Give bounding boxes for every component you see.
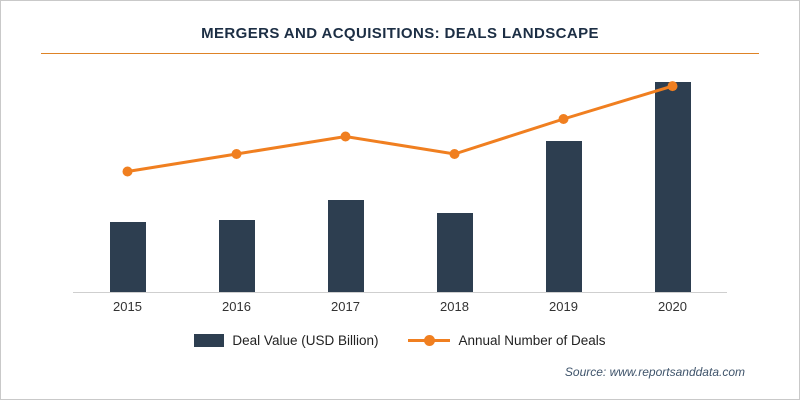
- deal-value-bar-2020: [654, 81, 691, 292]
- deal-value-bar-2016: [218, 219, 255, 292]
- deal-value-bar-2018: [436, 213, 473, 292]
- x-tick-label-2017: 2017: [331, 299, 360, 314]
- legend-item-deal-value: Deal Value (USD Billion): [194, 333, 378, 348]
- x-axis-labels: 2015 2016 2017 2018 2019 2020: [73, 299, 727, 314]
- x-tick-label-2015: 2015: [113, 299, 142, 314]
- bar-series: [73, 73, 727, 292]
- bar-column-2015: [73, 73, 182, 292]
- x-tick-label-2020: 2020: [658, 299, 687, 314]
- deal-value-bar-2015: [109, 221, 146, 292]
- bar-column-2017: [291, 73, 400, 292]
- chart-title: MERGERS AND ACQUISITIONS: DEALS LANDSCAP…: [201, 25, 599, 42]
- title-divider: [41, 53, 759, 54]
- bar-swatch-icon: [194, 334, 225, 347]
- legend: Deal Value (USD Billion) Annual Number o…: [1, 333, 799, 348]
- plot-area: [73, 73, 727, 293]
- legend-line-label: Annual Number of Deals: [458, 333, 606, 348]
- legend-bar-label: Deal Value (USD Billion): [232, 333, 379, 348]
- legend-item-annual-deals: Annual Number of Deals: [408, 333, 606, 348]
- x-tick-label-2018: 2018: [440, 299, 469, 314]
- x-tick-label-2019: 2019: [549, 299, 578, 314]
- line-marker-icon: [424, 335, 436, 346]
- line-swatch-icon: [408, 335, 451, 346]
- deal-value-bar-2017: [327, 200, 364, 292]
- source-credit: Source: www.reportsanddata.com: [564, 365, 745, 379]
- bar-column-2016: [182, 73, 291, 292]
- x-tick-label-2016: 2016: [222, 299, 251, 314]
- deal-value-bar-2019: [545, 140, 582, 292]
- bar-column-2020: [618, 73, 727, 292]
- bar-column-2018: [400, 73, 509, 292]
- bar-column-2019: [509, 73, 618, 292]
